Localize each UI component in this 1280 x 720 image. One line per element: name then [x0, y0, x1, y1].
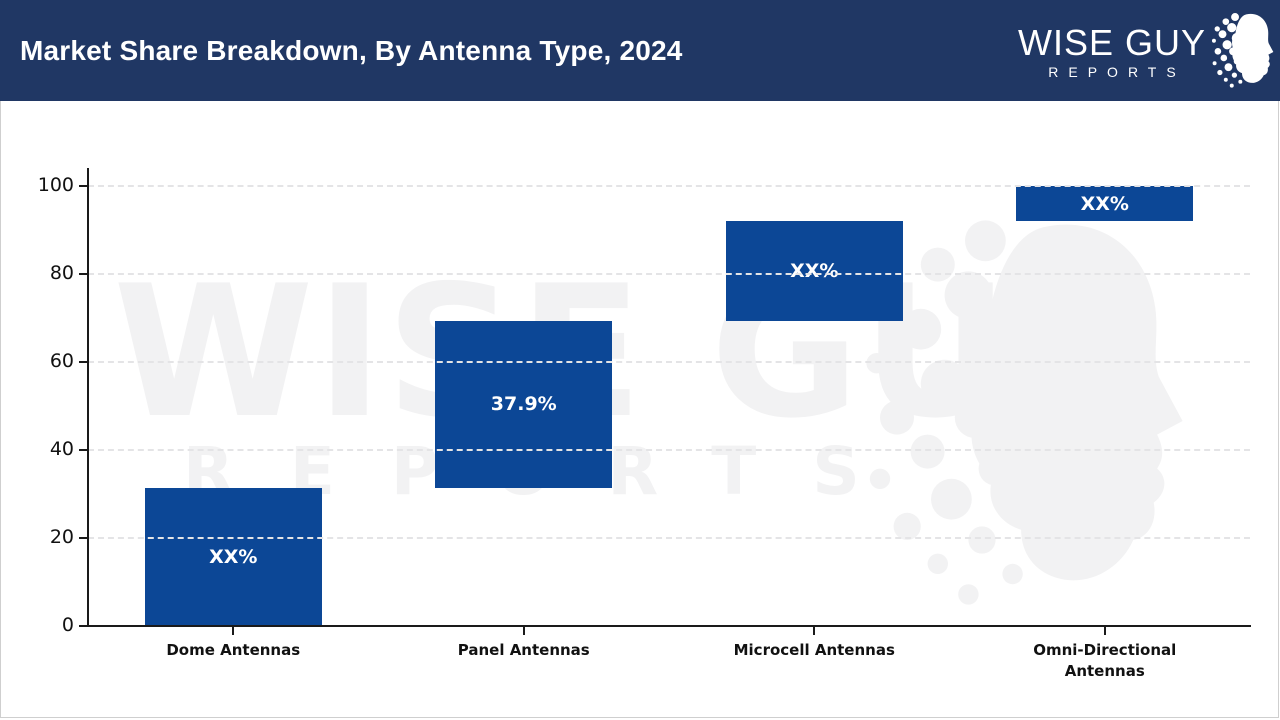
header-bar: Market Share Breakdown, By Antenna Type,… [0, 0, 1280, 101]
y-tick [79, 625, 88, 627]
bar: XX% [144, 487, 322, 626]
logo-subtext: REPORTS [1048, 63, 1186, 80]
page-title: Market Share Breakdown, By Antenna Type,… [20, 34, 683, 66]
y-tick-label: 40 [49, 438, 74, 460]
y-tick-label: 100 [37, 174, 74, 196]
bar: XX% [725, 221, 903, 322]
x-category-label: Microcell Antennas [733, 641, 895, 659]
x-category-label: Dome Antennas [166, 641, 301, 659]
x-category-label: Panel Antennas [457, 641, 590, 659]
y-tick [79, 537, 88, 539]
y-tick [79, 449, 88, 451]
x-tick [232, 627, 235, 635]
bar-value-label: XX% [209, 545, 258, 568]
y-gridline [88, 361, 1250, 363]
y-tick [79, 185, 88, 187]
y-gridline [88, 537, 1250, 539]
x-tick [522, 627, 525, 635]
y-axis-line [87, 168, 89, 627]
bar: 37.9% [435, 321, 613, 488]
logo-wordmark: WISE GUY [1017, 21, 1206, 63]
y-tick [79, 273, 88, 275]
y-gridline [88, 449, 1250, 451]
x-axis-line [87, 625, 1251, 627]
bar-value-label: XX% [1080, 192, 1129, 215]
x-tick [1103, 627, 1106, 635]
y-tick-label: 80 [49, 262, 74, 284]
x-tick [813, 627, 816, 635]
wiseguy-face-icon [1211, 13, 1274, 88]
y-tick-label: 0 [61, 614, 74, 636]
y-tick-label: 20 [49, 526, 74, 548]
y-tick-label: 60 [49, 350, 74, 372]
y-gridline [88, 273, 1250, 275]
y-tick [79, 361, 88, 363]
bar: XX% [1016, 186, 1194, 222]
wiseguy-logo-text: WISE GUY REPORTS [1017, 21, 1206, 80]
x-category-label: Omni-Directional Antennas [1033, 641, 1177, 680]
bar-value-label: XX% [790, 260, 839, 283]
wiseguy-logo: WISE GUY REPORTS [1018, 6, 1274, 98]
bar-value-label: 37.9% [490, 393, 557, 416]
y-gridline [88, 185, 1250, 187]
